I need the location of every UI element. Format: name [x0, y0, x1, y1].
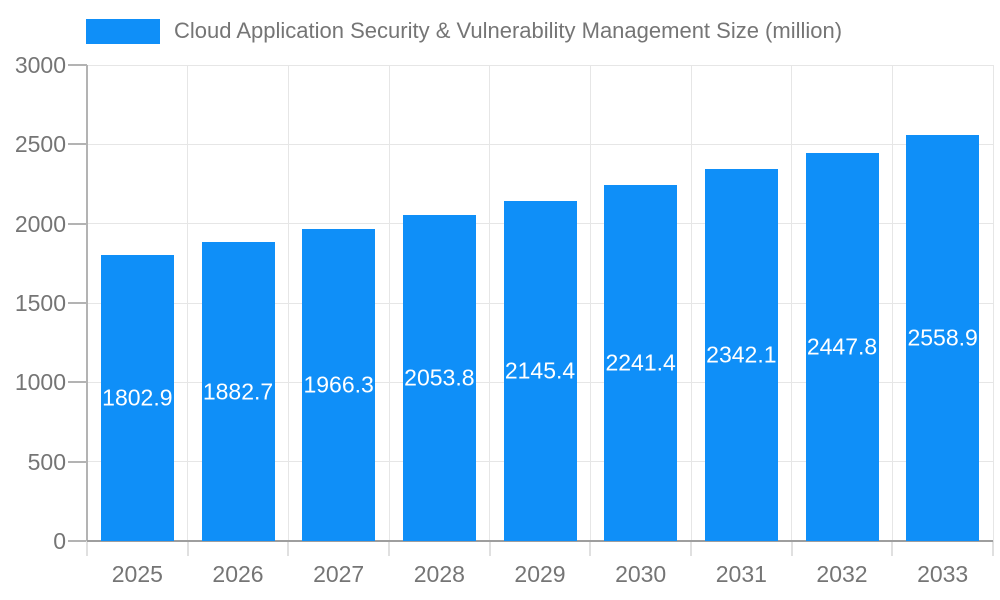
y-axis-tick-label: 1500: [14, 290, 66, 316]
bar-2033[interactable]: 2558.9: [906, 134, 980, 541]
y-axis-tick-label: 2000: [14, 210, 66, 237]
x-axis-tick-label: 2033: [917, 561, 969, 587]
x-axis-tick: [186, 541, 189, 556]
legend: Cloud Application Security & Vulnerabili…: [86, 18, 842, 44]
bar-value-label: 2447.8: [806, 333, 878, 360]
bar-2032[interactable]: 2447.8: [805, 152, 879, 541]
bar-2027[interactable]: 1966.3: [302, 229, 376, 541]
v-gridline: [992, 65, 994, 541]
bar-2026[interactable]: 1882.7: [201, 242, 275, 541]
h-gridline: [87, 64, 993, 66]
x-axis-line: [87, 540, 993, 542]
bar-value-label: 1966.3: [303, 371, 374, 398]
x-axis-tick-label: 2025: [111, 561, 163, 587]
x-axis-tick: [790, 541, 793, 556]
x-axis-tick: [287, 541, 290, 556]
bar-value-label: 1882.7: [202, 378, 274, 405]
x-axis-tick-label: 2027: [313, 561, 365, 587]
y-axis-tick: [68, 460, 87, 463]
y-axis-tick: [68, 540, 87, 542]
bar-value-label: 1802.9: [102, 384, 173, 411]
y-axis-tick-label: 500: [27, 448, 66, 475]
y-axis-tick: [68, 381, 87, 384]
y-axis-tick-label: 3000: [14, 52, 66, 78]
x-axis-tick-label: 2028: [413, 561, 465, 587]
v-gridline: [489, 65, 491, 541]
bar-value-label: 2342.1: [706, 341, 777, 368]
v-gridline: [589, 65, 591, 541]
bar-2028[interactable]: 2053.8: [402, 215, 476, 541]
v-gridline: [388, 65, 390, 541]
v-gridline: [891, 65, 893, 541]
y-axis-tick-label: 1000: [14, 369, 66, 396]
v-gridline: [791, 65, 793, 541]
bar-value-label: 2241.4: [605, 349, 676, 376]
bar-2025[interactable]: 1802.9: [100, 254, 174, 541]
y-axis-line: [86, 65, 88, 541]
x-axis-tick: [388, 541, 390, 556]
y-axis-tick-label: 2500: [14, 131, 66, 158]
h-gridline: [87, 143, 993, 145]
bar-2029[interactable]: 2145.4: [503, 200, 577, 541]
bar-value-label: 2053.8: [404, 364, 475, 391]
y-axis-tick: [68, 302, 87, 304]
bar-value-label: 2145.4: [504, 357, 576, 384]
y-axis-tick: [68, 64, 87, 66]
x-axis-tick-label: 2026: [212, 561, 264, 587]
y-axis-tick: [68, 143, 87, 146]
v-gridline: [287, 65, 289, 541]
x-axis-tick: [690, 541, 692, 556]
bar-2031[interactable]: 2342.1: [704, 169, 778, 541]
bar-value-label: 2558.9: [907, 324, 978, 351]
legend-label: Cloud Application Security & Vulnerabili…: [174, 18, 843, 43]
legend-swatch: [86, 18, 160, 44]
x-axis-tick-label: 2031: [715, 561, 767, 587]
y-axis-tick: [68, 222, 87, 225]
y-axis-tick-label: 0: [53, 528, 66, 554]
x-axis-tick: [589, 541, 592, 556]
x-axis-tick-label: 2029: [514, 561, 566, 587]
x-axis-tick: [891, 541, 894, 556]
bar-2030[interactable]: 2241.4: [604, 185, 678, 541]
x-axis-tick: [488, 541, 491, 556]
x-axis-tick-label: 2032: [816, 561, 868, 587]
x-axis-tick-label: 2030: [615, 561, 667, 587]
v-gridline: [187, 65, 189, 541]
x-axis-tick: [86, 541, 88, 556]
x-axis-tick: [992, 541, 994, 556]
v-gridline: [690, 65, 692, 541]
